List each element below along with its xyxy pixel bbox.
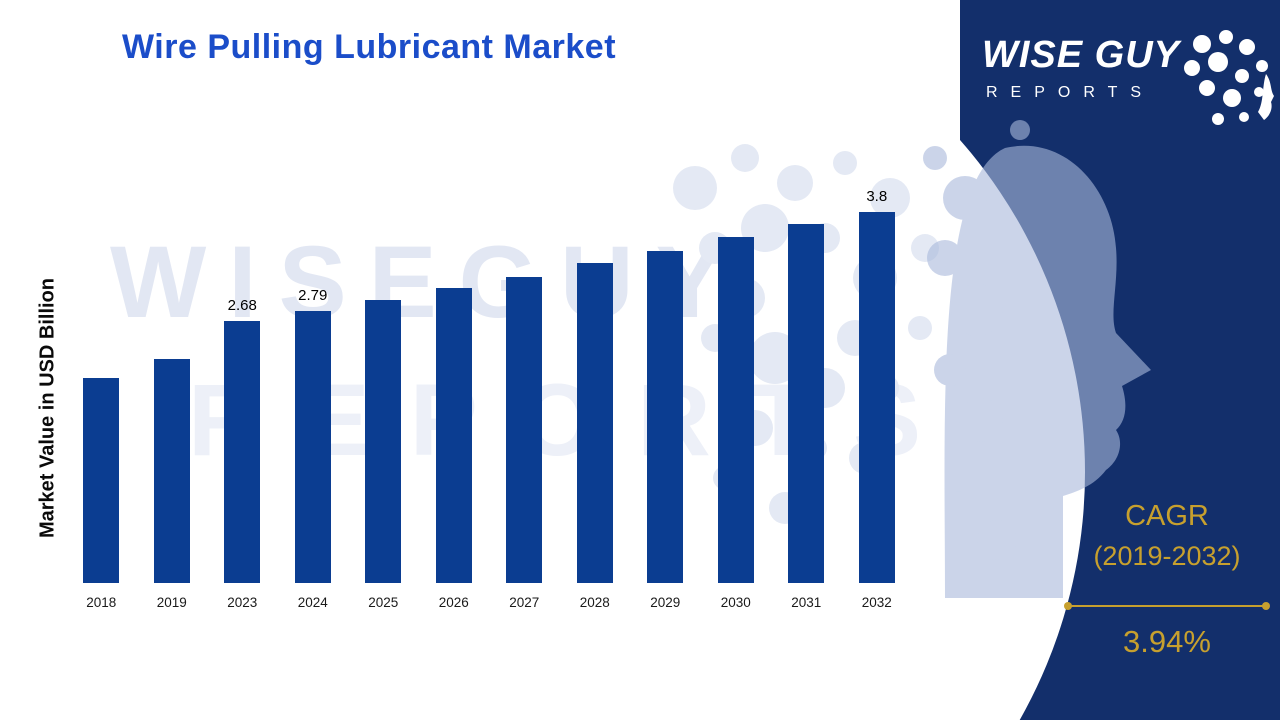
x-tick-label: 2023 [227,595,258,610]
logo-face-icon [1184,30,1274,125]
bar-value-label: 2.79 [298,287,328,304]
cagr-block: CAGR (2019-2032) 3.94% [1064,500,1270,660]
bar-slot-2031: 2031 [771,178,842,610]
x-tick-label: 2031 [791,595,822,610]
bar-slot-2024: 2.79 2024 [278,178,349,610]
bar-2031 [788,224,825,583]
bar-slot-2026: 2026 [419,178,490,610]
divider-dot-left [1064,602,1072,610]
bar-2028 [576,263,613,583]
bar-slot-2030: 2030 [701,178,772,610]
logo-sub-text: REPORTS [986,84,1155,101]
bar-2024 [294,311,331,583]
wiseguy-logo: WISE GUY REPORTS [982,30,1274,125]
bar-value-label: 2.68 [227,297,257,314]
bar-2029 [647,251,684,583]
bar-value-label: 3.8 [866,188,888,205]
bar-slot-2025: 2025 [348,178,419,610]
watermark-text-line1: WISEGUY [110,225,746,339]
cagr-label: CAGR [1125,500,1209,532]
bar-slot-2028: 2028 [560,178,631,610]
cagr-value: 3.94% [1123,624,1211,659]
x-tick-label: 2030 [720,595,751,610]
bar-slot-2027: 2027 [489,178,560,610]
bar-2023 [224,321,261,583]
bar-slot-2019: 2019 [137,178,208,610]
x-tick-label: 2018 [86,595,117,610]
bar-2030 [717,237,754,583]
cagr-divider-line [1064,602,1270,610]
x-tick-label: 2026 [438,595,469,610]
bar-2019 [153,359,190,583]
x-tick-label: 2027 [509,595,540,610]
x-tick-label: 2032 [861,595,892,610]
bar-chart: 2018 2019 2.68 2023 2.79 2024 2025 2026 2027 2028… [66,178,913,610]
divider-line [1070,605,1264,607]
x-tick-label: 2025 [368,595,399,610]
logo-brand-text: WISE GUY [982,34,1181,76]
x-tick-label: 2019 [156,595,187,610]
bar-2027 [506,277,543,583]
x-tick-label: 2028 [579,595,610,610]
y-axis-label: Market Value in USD Billion [36,277,59,539]
bar-slot-2018: 2018 [66,178,137,610]
cagr-range: (2019-2032) [1093,541,1241,571]
bar-slot-2029: 2029 [630,178,701,610]
x-tick-label: 2029 [650,595,681,610]
face-profile-icon [923,120,1151,599]
bar-slot-2023: 2.68 2023 [207,178,278,610]
bar-2032 [858,212,895,583]
bar-2025 [365,300,402,583]
divider-dot-right [1262,602,1270,610]
chart-title: Wire Pulling Lubricant Market [122,28,617,66]
x-tick-label: 2024 [297,595,328,610]
bar-2026 [435,288,472,583]
bar-slot-2032: 3.8 2032 [842,178,913,610]
bar-2018 [83,378,120,583]
